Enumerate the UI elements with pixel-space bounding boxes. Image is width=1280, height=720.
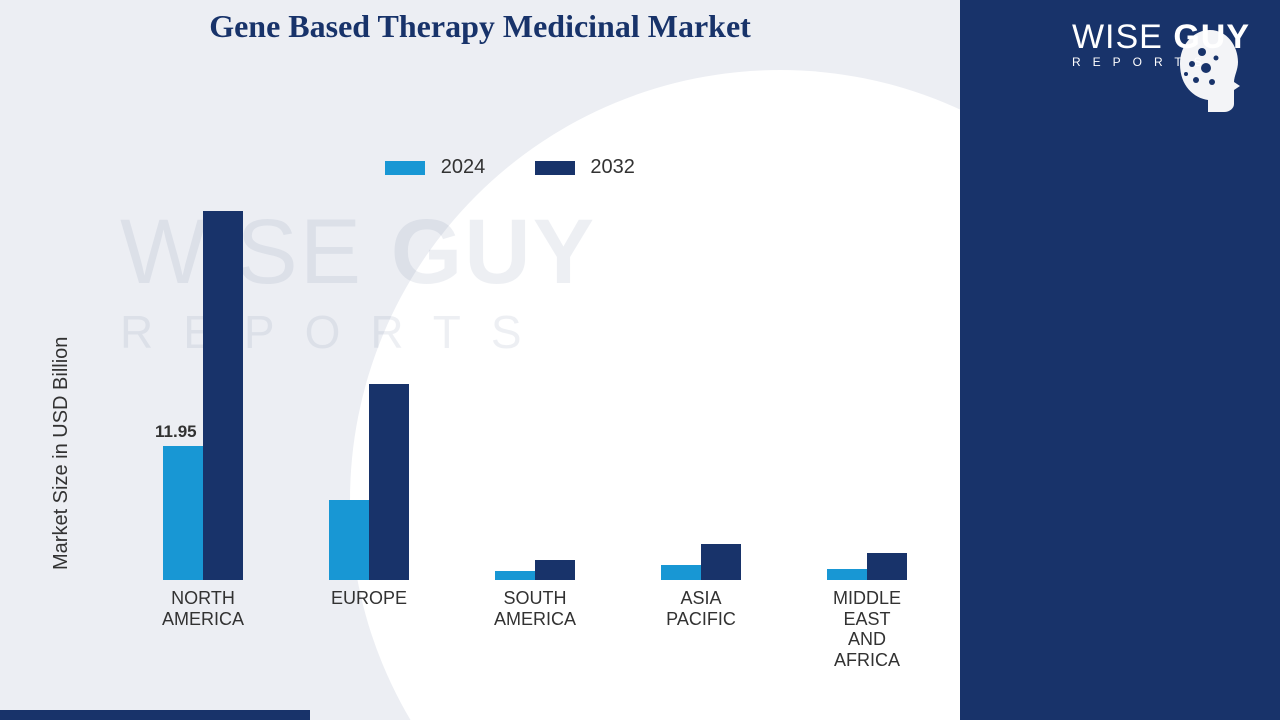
bar-value-label: 11.95 [155, 422, 197, 442]
page: WISE GUY REPORTS Gene Based Therapy Medi… [0, 0, 1280, 720]
legend-item-2032: 2032 [535, 156, 635, 179]
x-axis-label: EUROPE [286, 588, 452, 609]
bar-2024 [827, 569, 867, 580]
bar-2032 [535, 560, 575, 580]
bottom-strip [0, 710, 310, 720]
x-axis-label: MIDDLE EAST AND AFRICA [784, 588, 950, 671]
legend-item-2024: 2024 [385, 156, 485, 179]
legend-label-2032: 2032 [590, 156, 635, 179]
legend-swatch-2024 [385, 161, 425, 175]
x-axis-label: NORTH AMERICA [120, 588, 286, 629]
legend-label-2024: 2024 [441, 156, 486, 179]
head-icon [1172, 28, 1242, 114]
page-title: Gene Based Therapy Medicinal Market [0, 8, 960, 45]
bar-2024 [661, 565, 701, 580]
x-axis-label: SOUTH AMERICA [452, 588, 618, 629]
bar-2032 [867, 553, 907, 580]
y-axis-label: Market Size in USD Billion [50, 337, 73, 570]
chart: Market Size in USD Billion 2024 2032 11.… [60, 150, 960, 670]
brand-logo: WISE GUY REPORTS [1072, 18, 1250, 69]
bar-2032 [369, 384, 409, 580]
bar-2024 [329, 500, 369, 580]
bar-2024 [495, 571, 535, 580]
bar-2032 [701, 544, 741, 580]
bar-2024 [163, 446, 203, 580]
plot-area: 11.95NORTH AMERICAEUROPESOUTH AMERICAASI… [120, 200, 950, 580]
bar-2032 [203, 211, 243, 580]
logo-a: WISE [1072, 18, 1163, 56]
x-axis-label: ASIA PACIFIC [618, 588, 784, 629]
legend: 2024 2032 [60, 156, 960, 179]
legend-swatch-2032 [535, 161, 575, 175]
